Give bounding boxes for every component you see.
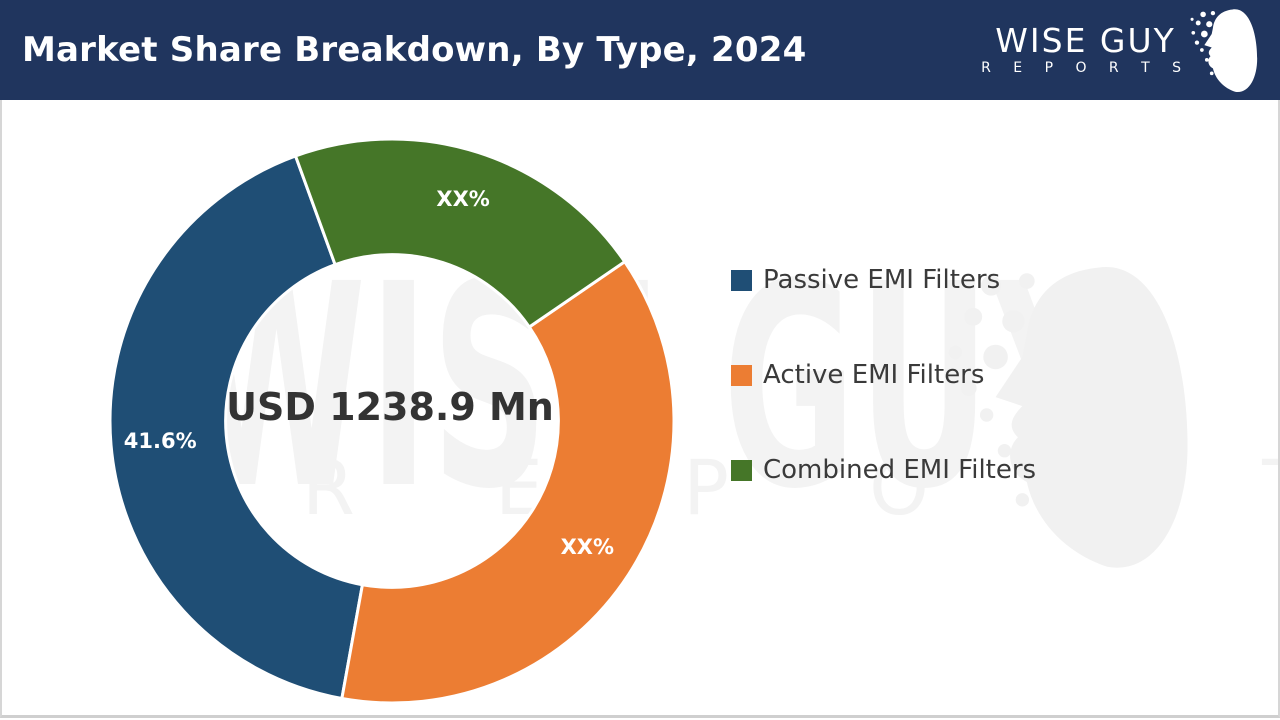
legend-swatch: [731, 459, 752, 481]
donut-svg: [108, 137, 676, 705]
legend-item-active-emi-filters: Active EMI Filters: [731, 354, 1036, 396]
logo-subtitle: R E P O R T S: [981, 59, 1190, 76]
market-value-label: USD 1238.9 Mn: [226, 385, 554, 429]
legend-label: Combined EMI Filters: [763, 455, 1037, 485]
pie-slice-passive-emi-filters: [108, 154, 365, 701]
page-title: Market Share Breakdown, By Type, 2024: [22, 30, 807, 70]
legend-label: Active EMI Filters: [763, 360, 985, 390]
legend-item-passive-emi-filters: Passive EMI Filters: [731, 259, 1036, 301]
legend-swatch: [731, 269, 752, 291]
logo-text: WISE GUY R E P O R T S: [981, 20, 1190, 77]
legend-label: Passive EMI Filters: [763, 265, 1001, 295]
legend-swatch: [731, 364, 752, 386]
chart-canvas: WISE GUY R E P O R T S 41.6%XX%XX% USD 1…: [0, 100, 1280, 718]
slice-percent-label: XX%: [436, 187, 490, 212]
header: Market Share Breakdown, By Type, 2024 WI…: [0, 0, 1280, 100]
logo-wordmark: WISE GUY: [995, 20, 1176, 60]
slice-percent-label: 41.6%: [123, 428, 197, 453]
chart-legend: Passive EMI Filters Active EMI Filters Com…: [731, 259, 1036, 544]
pie-slice-combined-emi-filters: [293, 137, 627, 330]
legend-item-combined-emi-filters: Combined EMI Filters: [731, 449, 1036, 491]
donut-chart: 41.6% XX% XX% USD 1238.9 Mn Passive EMI Fi…: [2, 100, 1278, 715]
slice-percent-label: XX%: [560, 535, 614, 560]
logo-face-icon: [1190, 9, 1258, 93]
pie-slice-active-emi-filters: [340, 259, 676, 705]
wise-guy-reports-logo: WISE GUY R E P O R T S: [981, 6, 1272, 94]
